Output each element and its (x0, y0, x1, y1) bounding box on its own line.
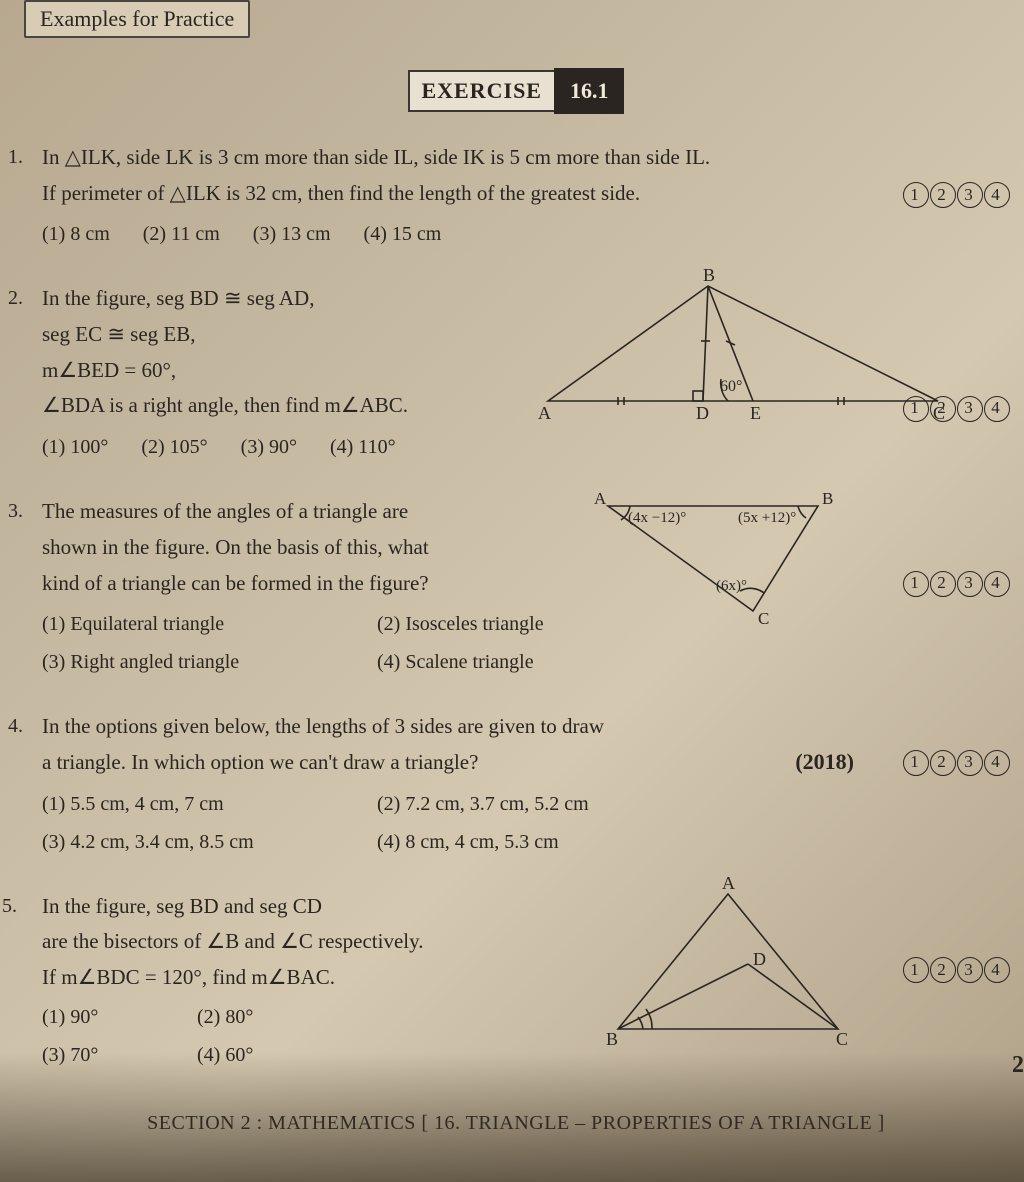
question-number: 1. (8, 140, 23, 174)
options: (1) 90° (2) 80° (3) 70° (4) 60° (42, 1000, 1004, 1072)
answer-circles: 1234 (902, 741, 1010, 778)
angle-label: 60° (720, 378, 742, 395)
option: (3) 90° (241, 430, 297, 464)
angle-label: (4x −12)° (628, 510, 686, 526)
figure-q5: A B C D (598, 879, 858, 1061)
vertex-label: D (753, 949, 766, 969)
answer-circle[interactable]: 1 (903, 957, 929, 983)
question-3: 3. The measures of the angles of a trian… (28, 494, 1004, 679)
option: (3) Right angled triangle (42, 645, 372, 679)
vertex-label: B (703, 265, 715, 285)
options: (1) 5.5 cm, 4 cm, 7 cm (2) 7.2 cm, 3.7 c… (42, 787, 1004, 859)
question-2: 2. In the figure, seg BD ≅ seg AD, seg E… (28, 281, 1004, 464)
question-text: If m∠BDC = 120°, find m∠BAC. (42, 960, 1004, 996)
section-footer: SECTION 2 : MATHEMATICS [ 16. TRIANGLE –… (28, 1112, 1004, 1135)
question-text: In △ILK, side LK is 3 cm more than side … (42, 140, 1004, 176)
vertex-label: A (594, 489, 607, 508)
options: (1) 8 cm (2) 11 cm (3) 13 cm (4) 15 cm (42, 217, 1004, 251)
answer-circle[interactable]: 1 (903, 396, 929, 422)
vertex-label: D (696, 403, 709, 423)
answer-circle[interactable]: 4 (984, 182, 1010, 208)
question-number: 4. (8, 709, 23, 743)
section-tab: Examples for Practice (24, 0, 250, 38)
figure-q2: A B C D E 60° (528, 271, 958, 433)
option: (1) Equilateral triangle (42, 607, 372, 641)
answer-circles: 1234 (902, 387, 1010, 424)
option: (3) 70° (42, 1038, 192, 1072)
answer-circle[interactable]: 4 (984, 957, 1010, 983)
vertex-label: E (750, 403, 761, 423)
option: (4) Scalene triangle (377, 645, 707, 679)
question-number: 5. (2, 889, 17, 923)
option: (1) 5.5 cm, 4 cm, 7 cm (42, 787, 372, 821)
vertex-label: B (822, 489, 833, 508)
option: (1) 100° (42, 430, 108, 464)
page-number: 2 (1012, 1052, 1024, 1079)
question-text: In the options given below, the lengths … (42, 709, 1004, 745)
vertex-label: B (606, 1029, 618, 1049)
answer-circle[interactable]: 3 (957, 571, 983, 597)
answer-circle[interactable]: 4 (984, 571, 1010, 597)
answer-circle[interactable]: 3 (957, 750, 983, 776)
answer-circle[interactable]: 3 (957, 957, 983, 983)
answer-circle[interactable]: 2 (930, 750, 956, 776)
answer-circles: 1234 (902, 562, 1010, 599)
answer-circles: 1234 (902, 174, 1010, 211)
question-text: are the bisectors of ∠B and ∠C respectiv… (42, 924, 1004, 960)
option: (2) 11 cm (143, 217, 220, 251)
question-body: In △ILK, side LK is 3 cm more than side … (28, 140, 1004, 251)
angle-label: (5x +12)° (738, 510, 796, 526)
question-body: In the options given below, the lengths … (28, 709, 1004, 858)
question-text: a triangle. In which option we can't dra… (42, 745, 1004, 781)
vertex-label: C (836, 1029, 848, 1049)
answer-circle[interactable]: 1 (903, 750, 929, 776)
answer-circle[interactable]: 3 (957, 396, 983, 422)
year-label: (2018) (795, 743, 854, 780)
answer-circle[interactable]: 2 (930, 396, 956, 422)
vertex-label: C (758, 609, 769, 628)
question-text: shown in the figure. On the basis of thi… (42, 530, 1004, 566)
question-text: The measures of the angles of a triangle… (42, 494, 1004, 530)
answer-circle[interactable]: 2 (930, 571, 956, 597)
question-5: 5. In the figure, seg BD and seg CD are … (28, 889, 1004, 1072)
angle-label: (6x)° (716, 578, 747, 594)
option: (3) 13 cm (253, 217, 331, 251)
option: (4) 15 cm (364, 217, 442, 251)
question-body: The measures of the angles of a triangle… (28, 494, 1004, 679)
question-text: In the figure, seg BD and seg CD (42, 889, 1004, 925)
answer-circle[interactable]: 2 (930, 957, 956, 983)
answer-circle[interactable]: 2 (930, 182, 956, 208)
vertex-label: A (538, 403, 551, 423)
options: (1) Equilateral triangle (2) Isosceles t… (42, 607, 1004, 679)
options: (1) 100° (2) 105° (3) 90° (4) 110° (42, 430, 1004, 464)
question-text: If perimeter of △ILK is 32 cm, then find… (42, 176, 1004, 212)
answer-circle[interactable]: 1 (903, 571, 929, 597)
answer-circle[interactable]: 3 (957, 182, 983, 208)
option: (2) 80° (197, 1000, 347, 1034)
option: (2) 7.2 cm, 3.7 cm, 5.2 cm (377, 787, 707, 821)
page: Examples for Practice EXERCISE16.1 1. In… (0, 0, 1024, 1135)
answer-circle[interactable]: 1 (903, 182, 929, 208)
exercise-number: 16.1 (554, 68, 625, 114)
question-4: 4. In the options given below, the lengt… (28, 709, 1004, 858)
answer-circle[interactable]: 4 (984, 396, 1010, 422)
question-1: 1. In △ILK, side LK is 3 cm more than si… (28, 140, 1004, 251)
option: (4) 110° (330, 430, 396, 464)
vertex-label: A (722, 873, 735, 893)
option: (2) 105° (141, 430, 207, 464)
option: (4) 8 cm, 4 cm, 5.3 cm (377, 825, 707, 859)
exercise-header: EXERCISE16.1 (28, 68, 1004, 114)
figure-q3: A B C (4x −12)° (5x +12)° (6x)° (588, 486, 848, 638)
answer-circle[interactable]: 4 (984, 750, 1010, 776)
option: (1) 90° (42, 1000, 192, 1034)
exercise-label: EXERCISE (408, 70, 556, 112)
option: (4) 60° (197, 1038, 347, 1072)
option: (3) 4.2 cm, 3.4 cm, 8.5 cm (42, 825, 372, 859)
answer-circles: 1234 (902, 949, 1010, 986)
question-text: kind of a triangle can be formed in the … (42, 566, 1004, 602)
question-number: 2. (8, 281, 23, 315)
question-number: 3. (8, 494, 23, 528)
option: (1) 8 cm (42, 217, 110, 251)
